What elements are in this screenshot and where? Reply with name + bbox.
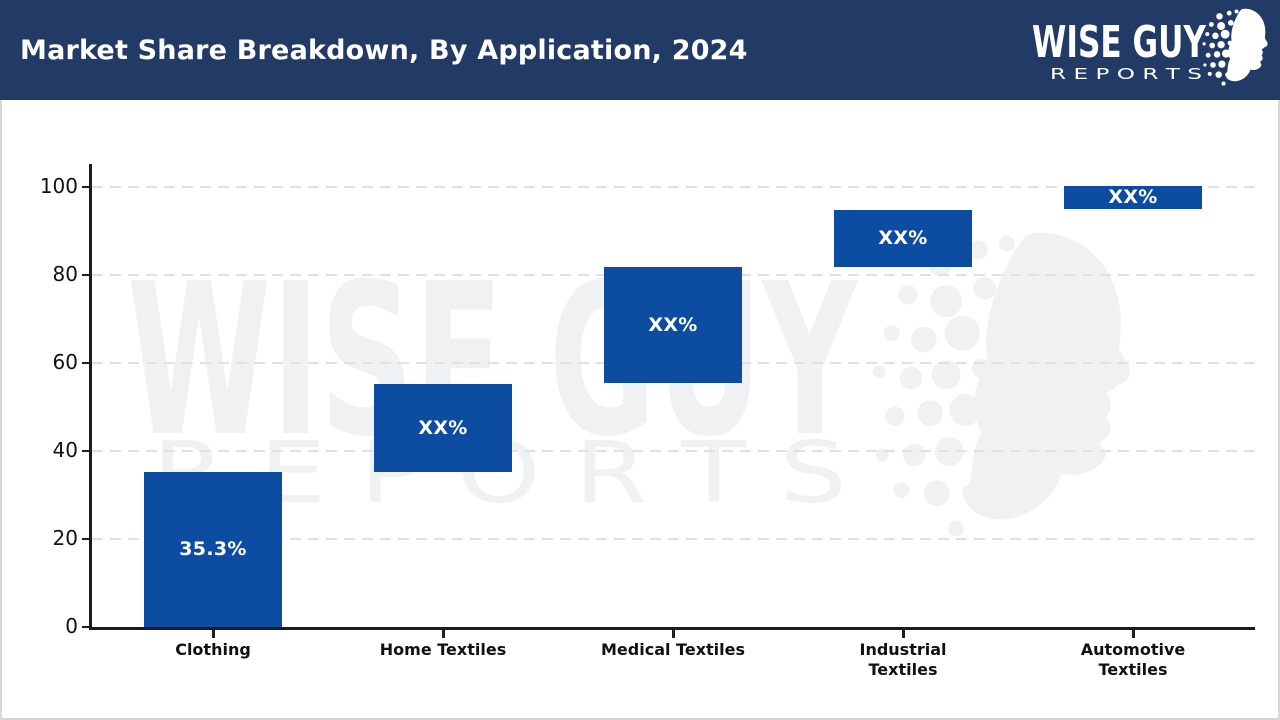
x-tick-label-clothing: Clothing	[175, 640, 251, 659]
wiseguy-logo: WISE GUY R E P O R T S	[1032, 8, 1268, 86]
bar-value-label: 35.3%	[179, 538, 247, 561]
y-tick-mark-60	[82, 362, 89, 364]
logo-face-icon	[1202, 8, 1268, 86]
gridline-100	[92, 186, 1255, 188]
x-tick-mark-automotive-textiles	[1132, 630, 1135, 638]
bar-clothing: 35.3%	[144, 471, 282, 627]
y-tick-label-0: 0	[65, 614, 78, 638]
x-tick-mark-industrial-textiles	[902, 630, 905, 638]
y-tick-label-100: 100	[39, 174, 78, 198]
bar-value-label: XX%	[878, 227, 928, 250]
x-tick-label-automotive-textiles: Automotive Textiles	[1080, 640, 1186, 679]
x-tick-label-industrial-textiles: Industrial Textiles	[859, 640, 947, 679]
bar-automotive-textiles: XX%	[1064, 185, 1202, 209]
y-tick-mark-80	[82, 274, 89, 276]
bar-value-label: XX%	[648, 314, 698, 337]
x-tick-label-home-textiles: Home Textiles	[379, 640, 507, 659]
y-tick-label-20: 20	[52, 526, 78, 550]
bar-medical-textiles: XX%	[604, 267, 742, 384]
y-tick-mark-40	[82, 450, 89, 452]
page-title: Market Share Breakdown, By Application, …	[20, 34, 748, 66]
logo-primary-text: WISE GUY	[1032, 17, 1207, 68]
bar-industrial-textiles: XX%	[834, 209, 972, 268]
x-tick-mark-medical-textiles	[672, 630, 675, 638]
bar-home-textiles: XX%	[374, 384, 512, 472]
x-tick-label-medical-textiles: Medical Textiles	[601, 640, 745, 659]
logo-secondary-text: R E P O R T S	[1050, 65, 1202, 83]
bar-value-label: XX%	[418, 416, 468, 439]
y-tick-label-80: 80	[52, 262, 78, 286]
x-tick-mark-home-textiles	[442, 630, 445, 638]
y-tick-label-40: 40	[52, 438, 78, 462]
y-tick-mark-20	[82, 538, 89, 540]
y-tick-mark-0	[82, 626, 89, 628]
watermark-face-icon	[872, 232, 1130, 537]
x-tick-mark-clothing	[212, 630, 215, 638]
y-axis-line	[89, 164, 92, 630]
bar-value-label: XX%	[1108, 186, 1158, 209]
y-tick-mark-100	[82, 186, 89, 188]
chart-area: WISE GUY R E P O R T S	[0, 100, 1280, 720]
gridline-20	[92, 538, 1255, 540]
gridline-40	[92, 450, 1255, 452]
y-tick-label-60: 60	[52, 350, 78, 374]
x-axis-line	[89, 627, 1255, 630]
header-bar: Market Share Breakdown, By Application, …	[0, 0, 1280, 100]
